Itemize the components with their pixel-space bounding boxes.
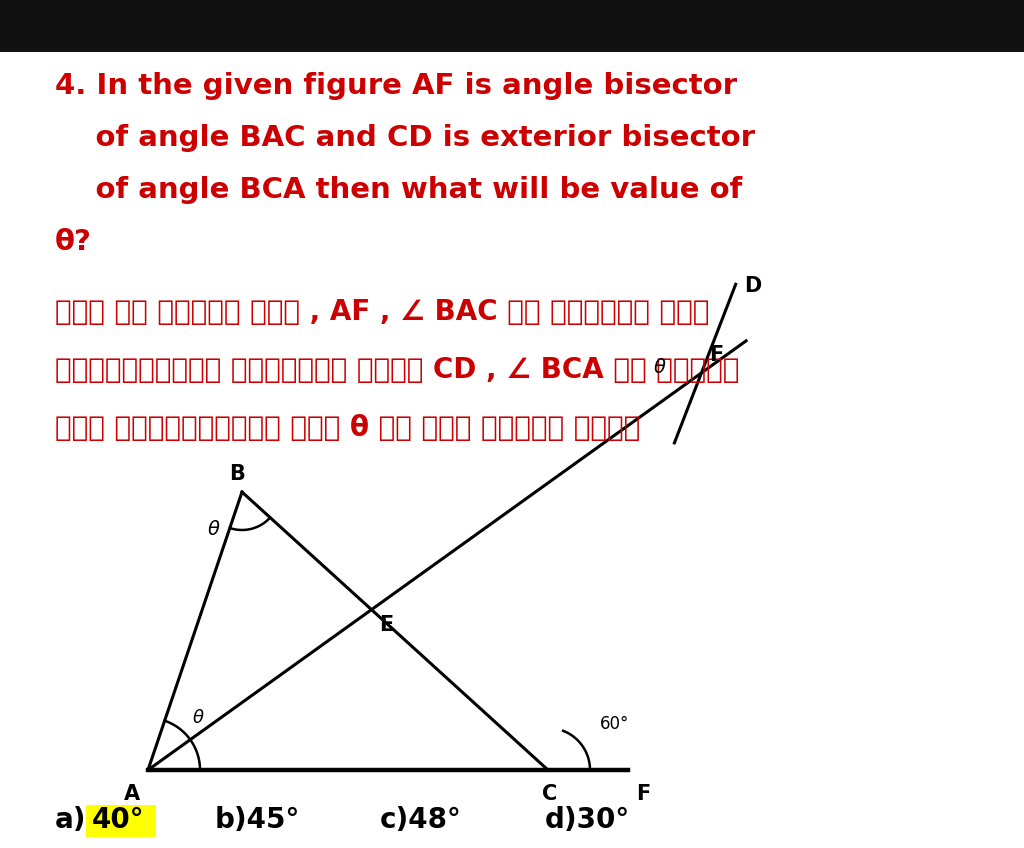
Text: A: A bbox=[124, 784, 140, 804]
Text: d)30°: d)30° bbox=[545, 806, 630, 834]
Text: θ: θ bbox=[208, 520, 220, 539]
Text: θ: θ bbox=[653, 359, 666, 377]
Text: D: D bbox=[743, 276, 761, 296]
Text: 60°: 60° bbox=[600, 715, 630, 733]
Text: c)48°: c)48° bbox=[380, 806, 462, 834]
Text: 40°: 40° bbox=[92, 806, 144, 834]
FancyBboxPatch shape bbox=[0, 0, 1024, 52]
Text: θ: θ bbox=[193, 709, 204, 727]
Text: of angle BCA then what will be value of: of angle BCA then what will be value of bbox=[55, 176, 742, 204]
Text: 4. In the given figure AF is angle bisector: 4. In the given figure AF is angle bisec… bbox=[55, 72, 737, 100]
Text: F: F bbox=[636, 784, 650, 804]
Text: B: B bbox=[229, 464, 245, 484]
Text: θ?: θ? bbox=[55, 228, 92, 256]
Text: b)45°: b)45° bbox=[215, 806, 300, 834]
Text: समद्विभाजक है।जबकि भुजा CD , ∠ BCA का बाह्य: समद्विभाजक है।जबकि भुजा CD , ∠ BCA का बा… bbox=[55, 356, 739, 384]
Text: a): a) bbox=[55, 806, 86, 834]
Text: of angle BAC and CD is exterior bisector: of angle BAC and CD is exterior bisector bbox=[55, 124, 755, 152]
Text: C: C bbox=[543, 784, 558, 804]
Text: दिए गए चित्र में , AF , ∠ BAC का आंतरिक कोण: दिए गए चित्र में , AF , ∠ BAC का आंतरिक … bbox=[55, 298, 710, 326]
Text: E: E bbox=[380, 615, 394, 634]
Text: कोण समद्विभाजक है। θ का मान ज्ञात करे।: कोण समद्विभाजक है। θ का मान ज्ञात करे। bbox=[55, 414, 640, 442]
FancyBboxPatch shape bbox=[86, 805, 156, 837]
Text: F: F bbox=[710, 345, 724, 365]
